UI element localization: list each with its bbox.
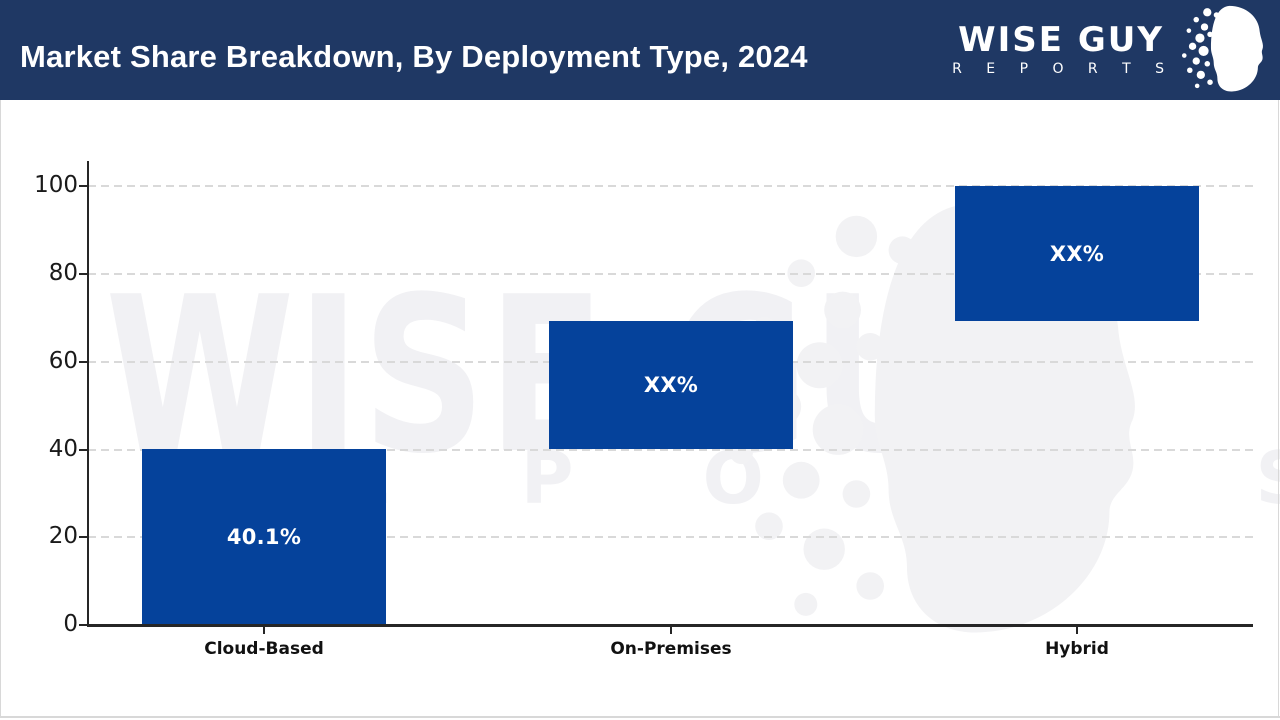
- gridline: [88, 273, 1253, 276]
- y-tick-mark: [79, 273, 88, 276]
- bottom-rule: [0, 716, 1280, 718]
- page-title: Market Share Breakdown, By Deployment Ty…: [20, 39, 808, 74]
- y-tick-label: 40: [48, 435, 78, 462]
- x-axis-line: [87, 624, 1253, 627]
- gridline: [88, 185, 1253, 188]
- brand-head-dots-icon: [1181, 5, 1263, 92]
- x-tick-mark: [263, 626, 265, 634]
- brand-text: WISE GUY R E P O R T S: [948, 20, 1174, 77]
- y-tick-mark: [79, 448, 88, 451]
- x-category-label: On-Premises: [610, 639, 732, 659]
- y-tick-mark: [79, 360, 88, 363]
- y-tick-label: 100: [34, 172, 78, 199]
- y-tick-label: 0: [63, 611, 78, 637]
- bar-value-label: XX%: [643, 373, 699, 398]
- right-rule: [1278, 100, 1279, 718]
- y-tick-label: 60: [48, 347, 78, 374]
- y-tick-mark: [79, 624, 88, 626]
- y-tick-mark: [79, 185, 88, 188]
- y-axis-spine: [87, 161, 89, 626]
- y-tick-mark: [79, 536, 88, 539]
- y-tick-label: 20: [48, 523, 78, 550]
- brand-logo: WISE GUY R E P O R T S: [948, 4, 1268, 96]
- brand-reports: R E P O R T S: [952, 60, 1174, 77]
- x-tick-mark: [670, 626, 672, 634]
- x-category-label: Hybrid: [1045, 639, 1109, 659]
- header: Market Share Breakdown, By Deployment Ty…: [0, 0, 1280, 100]
- bar: 40.1%: [142, 449, 386, 625]
- bar-value-label: 40.1%: [226, 525, 302, 550]
- gridline: [88, 536, 1253, 539]
- brand-wordmark: WISE GUY: [958, 20, 1164, 61]
- x-category-label: Cloud-Based: [204, 639, 324, 659]
- y-tick-label: 80: [48, 260, 78, 287]
- gridline: [88, 448, 1253, 451]
- left-rule: [0, 100, 1, 718]
